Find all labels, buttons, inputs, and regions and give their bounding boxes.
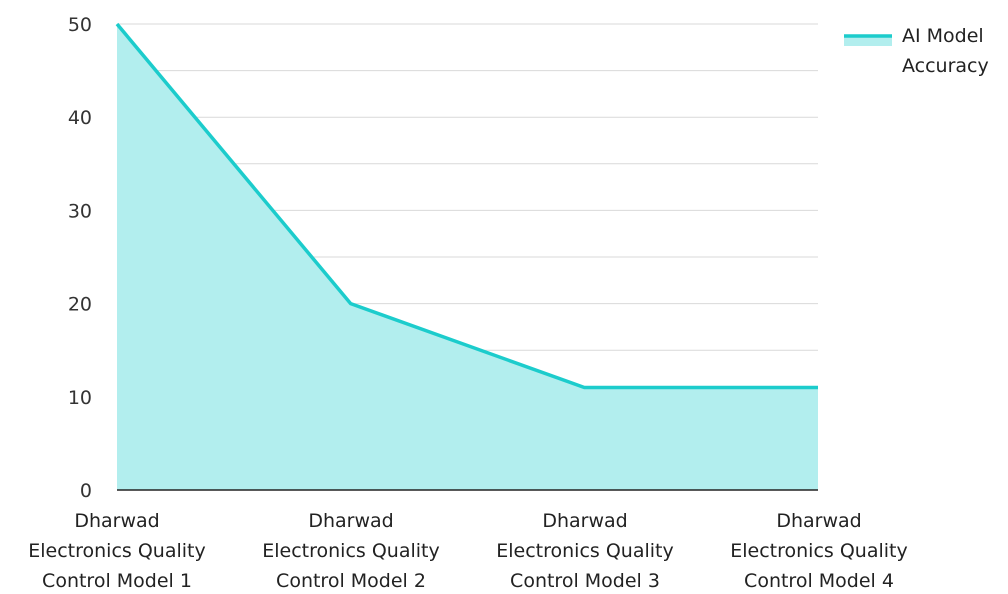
legend-label-line: Accuracy (902, 55, 989, 77)
x-category-label-line: Dharwad (776, 510, 861, 532)
x-category-label: Dharwad Electronics Quality Control Model … (262, 510, 440, 592)
y-tick-label: 50 (68, 14, 92, 36)
x-category-label-line: Electronics Quality (730, 540, 908, 562)
x-category-label: Dharwad Electronics Quality Control Model … (730, 510, 908, 592)
x-category-label-line: Dharwad (308, 510, 393, 532)
x-category-label-line: Dharwad (542, 510, 627, 532)
legend-swatch-fill (844, 36, 892, 46)
legend-label-line: AI Model (902, 25, 984, 47)
x-category-label-line: Control Model 2 (276, 570, 426, 592)
x-category-label-line: Electronics Quality (262, 540, 440, 562)
x-category-label-line: Control Model 3 (510, 570, 660, 592)
series-area-fill (117, 24, 818, 490)
x-category-label-line: Control Model 1 (42, 570, 192, 592)
x-category-label-line: Electronics Quality (28, 540, 206, 562)
x-category-label-line: Electronics Quality (496, 540, 674, 562)
y-tick-label: 30 (68, 200, 92, 222)
series-line (115, 22, 818, 390)
legend: AI Model Accuracy (844, 25, 989, 77)
x-category-label: Dharwad Electronics Quality Control Model … (28, 510, 206, 592)
x-axis-category-labels: Dharwad Electronics Quality Control Model … (28, 510, 908, 592)
y-tick-label: 20 (68, 294, 92, 316)
x-category-label: Dharwad Electronics Quality Control Model … (496, 510, 674, 592)
y-axis-tick-labels: 0 10 20 30 40 50 (68, 14, 92, 502)
y-tick-label: 10 (68, 387, 92, 409)
y-tick-label: 40 (68, 107, 92, 129)
x-category-label-line: Control Model 4 (744, 570, 894, 592)
y-tick-label: 0 (80, 480, 92, 502)
x-category-label-line: Dharwad (74, 510, 159, 532)
legend-label: AI Model Accuracy (902, 25, 989, 77)
